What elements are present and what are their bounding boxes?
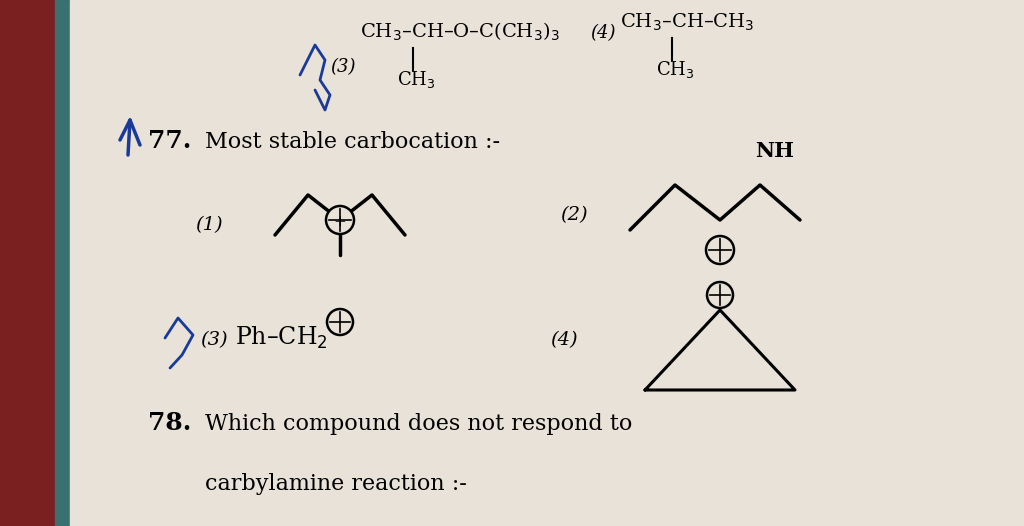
Text: CH$_3$–CH–O–C(CH$_3$)$_3$: CH$_3$–CH–O–C(CH$_3$)$_3$ xyxy=(360,21,560,43)
Text: NH: NH xyxy=(755,141,794,161)
Text: 78.: 78. xyxy=(148,411,191,435)
Bar xyxy=(55,0,70,526)
Text: CH$_3$: CH$_3$ xyxy=(397,69,435,90)
Text: CH$_3$: CH$_3$ xyxy=(656,59,694,80)
Text: (1): (1) xyxy=(195,216,222,234)
Circle shape xyxy=(707,282,733,308)
Text: CH$_3$–CH–CH$_3$: CH$_3$–CH–CH$_3$ xyxy=(620,12,755,33)
Circle shape xyxy=(326,206,354,234)
Circle shape xyxy=(327,309,353,335)
Text: (4): (4) xyxy=(590,24,615,42)
Text: 77.: 77. xyxy=(148,129,191,153)
Text: Ph–CH$_2$: Ph–CH$_2$ xyxy=(234,325,328,351)
Circle shape xyxy=(706,236,734,264)
Text: (3): (3) xyxy=(330,58,355,76)
Text: Most stable carbocation :-: Most stable carbocation :- xyxy=(205,131,500,153)
Text: (2): (2) xyxy=(560,206,588,224)
Text: +: + xyxy=(334,215,346,228)
Text: (3): (3) xyxy=(200,331,227,349)
Bar xyxy=(0,0,55,526)
Text: Which compound does not respond to: Which compound does not respond to xyxy=(205,413,633,435)
Text: (4): (4) xyxy=(550,331,578,349)
Text: carbylamine reaction :-: carbylamine reaction :- xyxy=(205,473,467,495)
